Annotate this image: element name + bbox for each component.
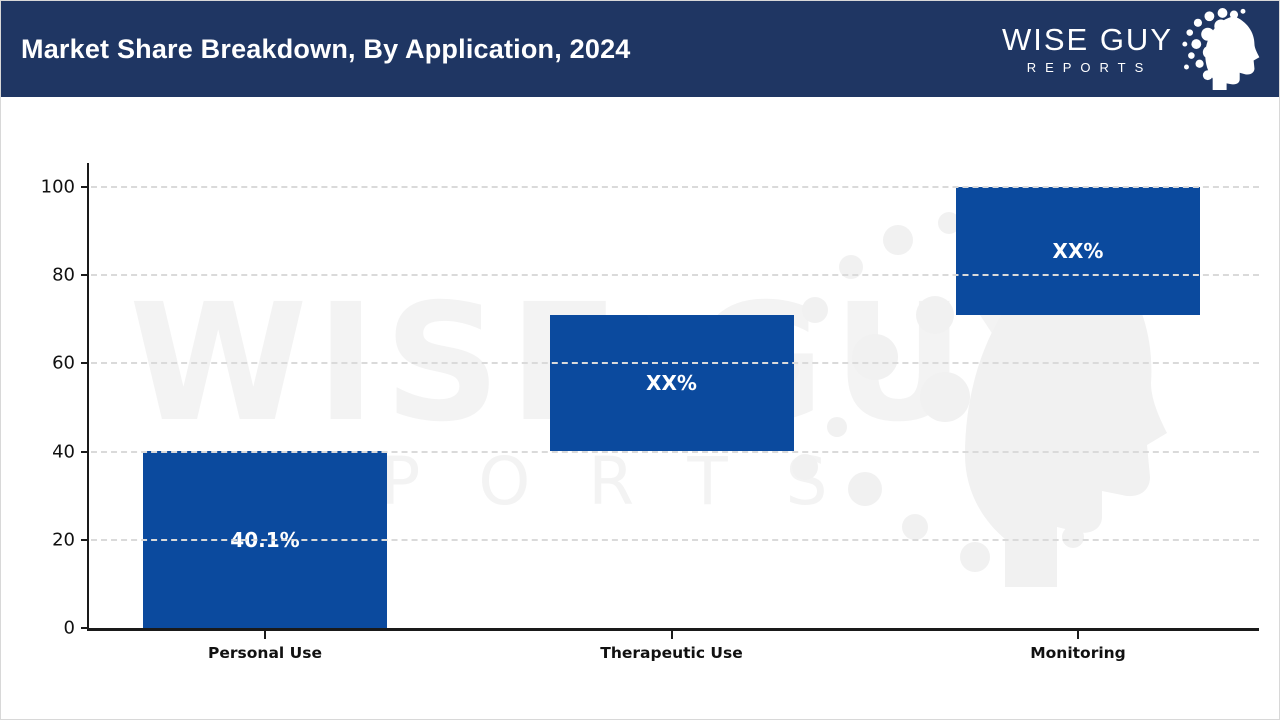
x-axis-tick — [1077, 631, 1079, 639]
bar-value-label: XX% — [1052, 238, 1104, 263]
y-axis-tick — [81, 362, 89, 365]
bar-personal-use: 40.1% — [143, 451, 387, 628]
y-axis-line — [87, 163, 89, 630]
y-axis-tick — [81, 450, 89, 453]
y-axis-tick — [81, 186, 89, 188]
bar-value-label: 40.1% — [230, 527, 300, 552]
x-axis-line — [87, 628, 1259, 631]
bar-value-label: XX% — [646, 371, 697, 395]
y-axis-tick-label: 20 — [52, 529, 75, 551]
y-axis-tick-label: 100 — [40, 176, 75, 198]
bar-monitoring: XX% — [956, 187, 1200, 315]
logo-head-icon — [1182, 8, 1260, 90]
y-axis-tick-label: 40 — [52, 441, 75, 463]
page-title: Market Share Breakdown, By Application, … — [21, 33, 631, 64]
logo-subtext: REPORTS — [1026, 60, 1153, 75]
x-axis-tick — [670, 631, 673, 639]
header: Market Share Breakdown, By Application, … — [1, 1, 1279, 97]
y-axis-tick — [81, 274, 89, 277]
category-label-monitoring: Monitoring — [1030, 644, 1126, 662]
y-axis-tick — [81, 627, 89, 629]
logo-wordmark-text: WISE GUY — [1001, 22, 1173, 57]
brand-logo: WISE GUY REPORTS — [1002, 8, 1261, 90]
y-axis-tick-label: 0 — [63, 617, 75, 639]
y-axis-tick-label: 80 — [52, 264, 75, 286]
bar-therapeutic-use: XX% — [549, 314, 794, 452]
category-label-personal-use: Personal Use — [208, 644, 322, 662]
y-axis-tick-label: 60 — [52, 352, 75, 374]
y-axis-tick — [81, 538, 89, 541]
logo-wordmark: WISE GUY REPORTS — [1002, 24, 1173, 74]
category-label-therapeutic-use: Therapeutic Use — [600, 644, 743, 662]
x-axis-tick — [264, 631, 266, 639]
chart-canvas: WISE GUY REPORTS 0 20 40 60 80 100 40.1% XX% XX%… — [1, 97, 1279, 719]
